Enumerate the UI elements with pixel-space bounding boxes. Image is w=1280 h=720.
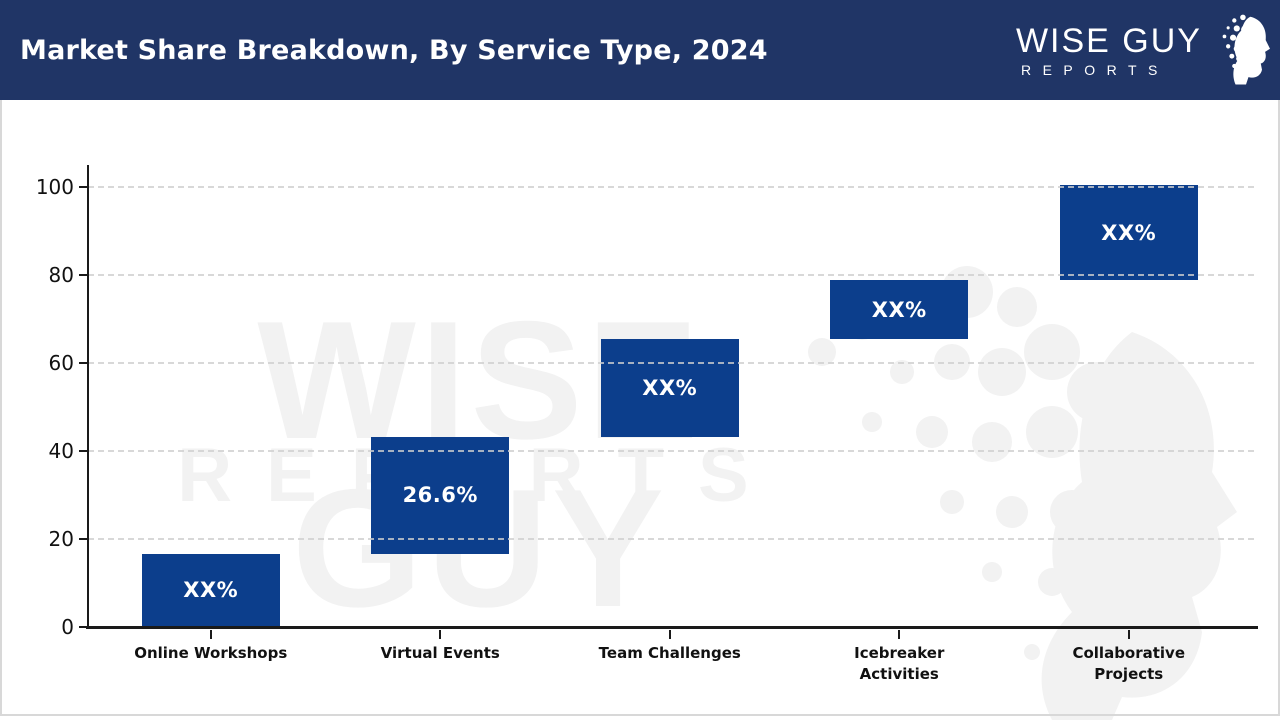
- gridline: [88, 362, 1254, 364]
- y-axis-tick: [79, 626, 88, 628]
- gridline: [88, 274, 1254, 276]
- x-axis-category-label: Collaborative Projects: [1072, 644, 1186, 683]
- page-border-right: [1278, 100, 1280, 716]
- y-axis-tick-label: 0: [61, 615, 74, 639]
- gridline: [88, 450, 1254, 452]
- bar: XX%: [1059, 185, 1198, 281]
- x-axis-tick: [209, 630, 212, 639]
- watermark-wordmark: WISE GUY: [257, 286, 703, 632]
- x-axis-tick: [439, 630, 442, 639]
- bar: XX%: [600, 339, 739, 437]
- y-axis-tick: [79, 538, 88, 540]
- y-axis-tick-label: 20: [48, 527, 74, 551]
- header-banner: Market Share Breakdown, By Service Type,…: [0, 0, 1280, 100]
- x-axis-category-label: Icebreaker Activities: [854, 644, 945, 683]
- bar: 26.6%: [371, 436, 510, 554]
- x-axis-tick: [898, 630, 901, 639]
- page-border-left: [0, 100, 2, 716]
- y-axis-tick-label: 40: [48, 439, 74, 463]
- page-border-bottom: [0, 714, 1280, 716]
- y-axis-tick-label: 100: [35, 175, 74, 199]
- x-axis-category-label: Online Workshops: [134, 644, 288, 662]
- x-axis-line: [86, 626, 1258, 629]
- y-axis-line: [87, 165, 89, 629]
- bar-value-label: XX%: [183, 578, 239, 603]
- y-axis-tick: [79, 274, 88, 276]
- bar: XX%: [830, 280, 969, 340]
- y-axis-tick: [79, 186, 88, 188]
- logo-wordmark: WISE GUY: [1015, 21, 1202, 60]
- x-axis-tick: [1127, 630, 1130, 639]
- bar-value-label: 26.6%: [402, 483, 478, 508]
- bar-value-label: XX%: [1101, 220, 1157, 245]
- logo-text: WISE GUY REPORTS: [1016, 24, 1202, 77]
- y-axis-tick-label: 60: [48, 351, 74, 375]
- bar-value-label: XX%: [642, 376, 698, 401]
- x-axis-category-label: Virtual Events: [380, 644, 500, 662]
- bar: XX%: [141, 553, 280, 627]
- bar-value-label: XX%: [871, 297, 927, 322]
- logo-subtext: REPORTS: [1020, 61, 1169, 78]
- wiseguy-logo: WISE GUY REPORTS: [1016, 8, 1270, 92]
- x-axis-tick: [668, 630, 671, 639]
- gridline: [88, 538, 1254, 540]
- chart-title: Market Share Breakdown, By Service Type,…: [20, 34, 768, 66]
- y-axis-tick-label: 80: [48, 263, 74, 287]
- dotted-head-profile-icon: [1222, 14, 1270, 85]
- x-axis-category-label: Team Challenges: [598, 644, 741, 662]
- y-axis-tick: [79, 450, 88, 452]
- y-axis-tick: [79, 362, 88, 364]
- gridline: [88, 186, 1254, 188]
